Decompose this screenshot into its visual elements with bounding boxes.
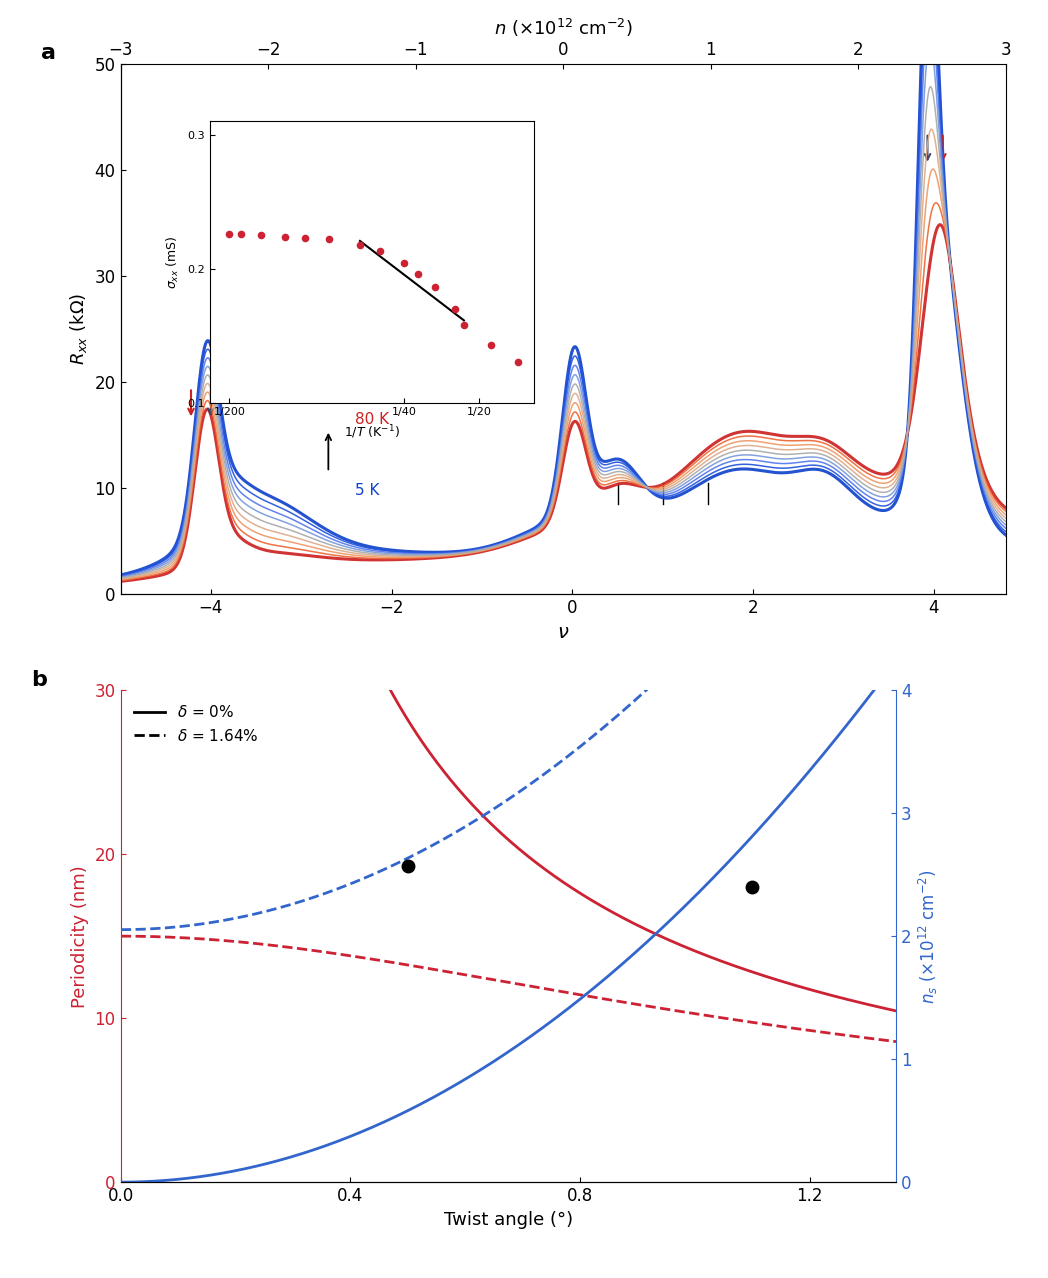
Point	[277, 226, 293, 247]
X-axis label: 1/$T$ (K$^{-1}$): 1/$T$ (K$^{-1}$)	[344, 423, 400, 441]
Point	[351, 234, 368, 254]
Point	[221, 224, 238, 244]
Point	[371, 242, 388, 262]
Point	[233, 224, 249, 244]
Text: 5 K: 5 K	[355, 483, 380, 498]
X-axis label: $\nu$: $\nu$	[558, 622, 569, 642]
Text: a: a	[41, 42, 56, 63]
Point	[410, 263, 427, 284]
Y-axis label: $n_s$ ($\times$10$^{12}$ cm$^{-2}$): $n_s$ ($\times$10$^{12}$ cm$^{-2}$)	[917, 869, 940, 1003]
Point	[297, 227, 313, 248]
Point	[482, 335, 499, 355]
Y-axis label: Periodicity (nm): Periodicity (nm)	[71, 865, 89, 1007]
Y-axis label: $R_{xx}$ (k$\Omega$): $R_{xx}$ (k$\Omega$)	[68, 293, 89, 366]
Point	[427, 277, 443, 298]
X-axis label: $n$ ($\times$10$^{12}$ cm$^{-2}$): $n$ ($\times$10$^{12}$ cm$^{-2}$)	[494, 18, 633, 40]
Point	[321, 229, 337, 249]
Y-axis label: $\sigma_{xx}$ (mS): $\sigma_{xx}$ (mS)	[166, 235, 181, 289]
Point	[446, 299, 463, 320]
Text: 80 K: 80 K	[355, 412, 390, 427]
Point	[456, 314, 473, 335]
X-axis label: Twist angle (°): Twist angle (°)	[443, 1210, 573, 1228]
Point	[509, 353, 526, 373]
Legend: $\delta$ = 0%, $\delta$ = 1.64%: $\delta$ = 0%, $\delta$ = 1.64%	[128, 698, 265, 750]
Text: b: b	[31, 671, 47, 690]
Point	[253, 225, 269, 245]
Point	[395, 253, 412, 273]
